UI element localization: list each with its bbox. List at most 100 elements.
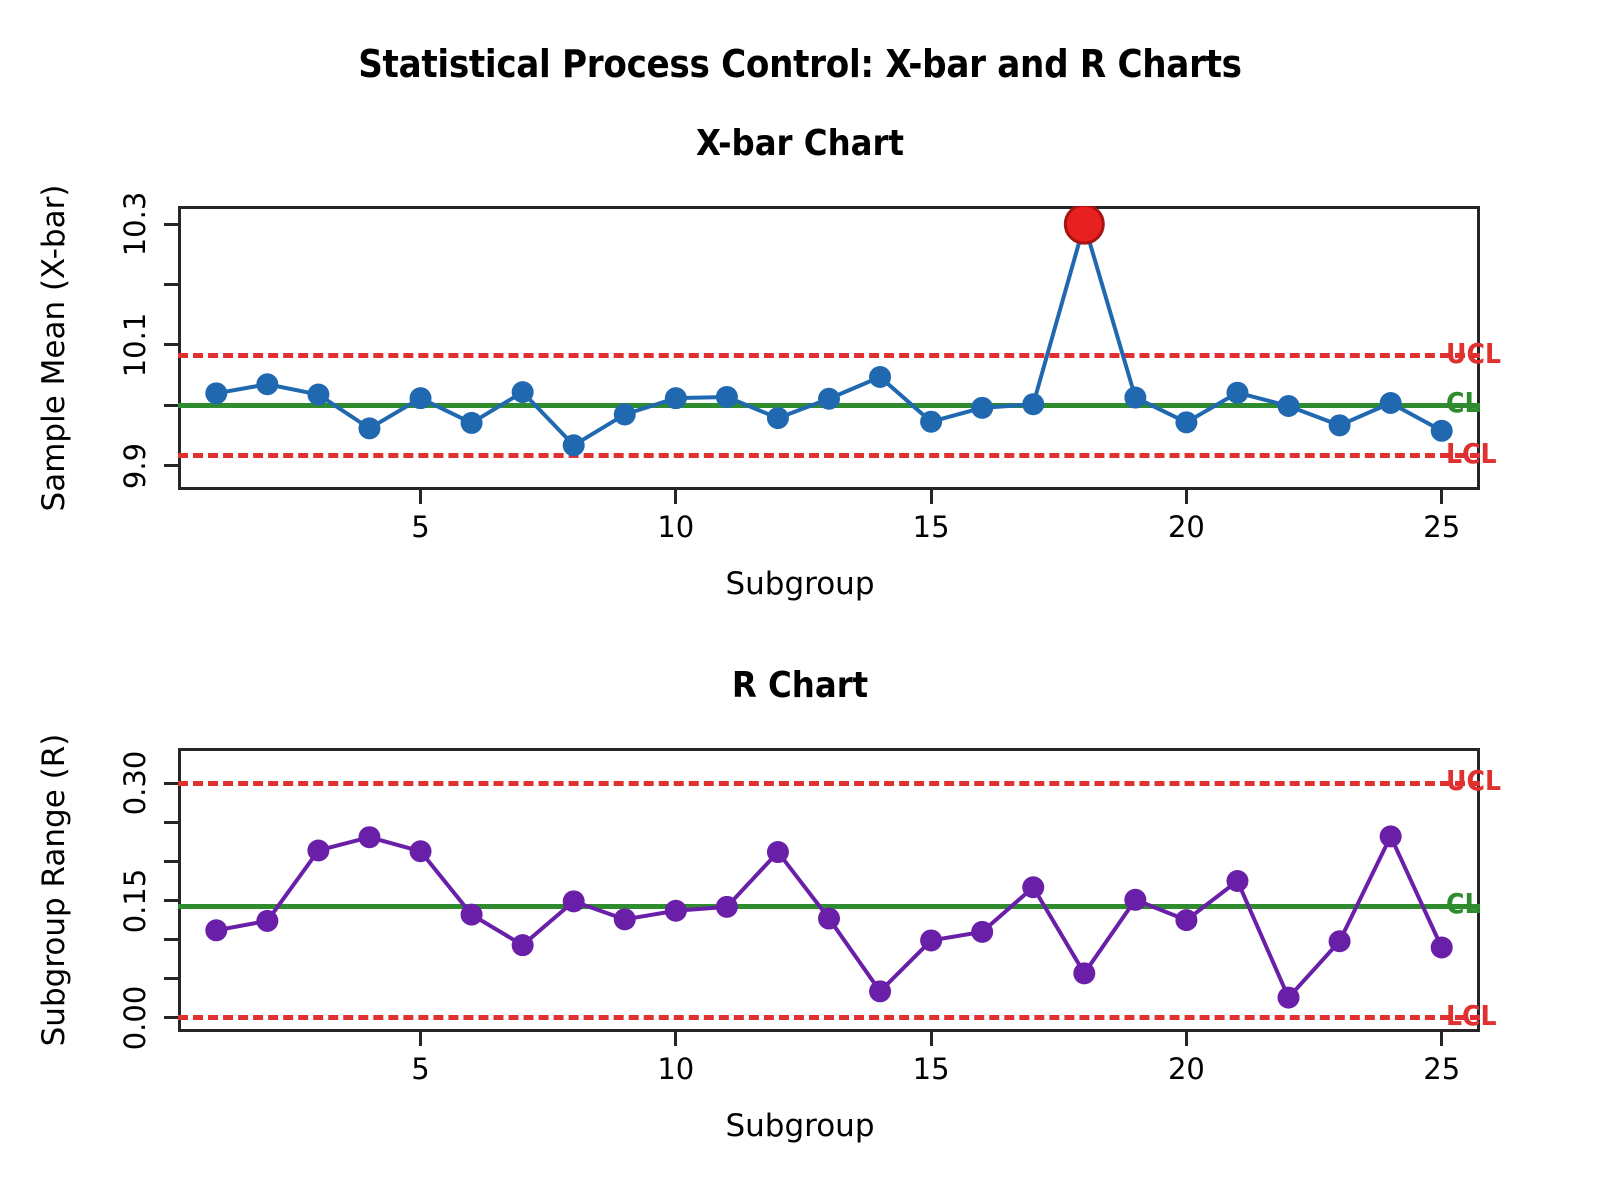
r-data-point[interactable]	[1277, 986, 1300, 1009]
r-data-point[interactable]	[562, 890, 585, 913]
xbar-y-axis-label: Sample Mean (X-bar)	[36, 184, 72, 512]
xbar-x-axis-label: Subgroup	[725, 566, 875, 602]
r-data-point[interactable]	[358, 826, 381, 849]
xbar-data-point[interactable]	[1328, 414, 1351, 437]
r-lcl-label: LCL	[1446, 998, 1497, 1032]
xbar-data-point[interactable]	[1124, 386, 1147, 409]
r-y-minor-tick	[164, 859, 178, 863]
xbar-data-point[interactable]	[1175, 411, 1198, 434]
xbar-data-point[interactable]	[664, 387, 687, 410]
r-x-tick-label: 10	[657, 1052, 695, 1086]
r-data-point[interactable]	[1073, 962, 1096, 985]
r-data-point[interactable]	[460, 903, 483, 926]
r-data-point[interactable]	[766, 841, 789, 864]
xbar-y-tick-label: 10.3	[118, 191, 152, 257]
r-y-tick	[164, 1016, 178, 1020]
xbar-plot-area: OOC	[178, 206, 1480, 490]
r-x-tick	[929, 1032, 933, 1046]
xbar-x-tick-label: 25	[1423, 510, 1461, 544]
r-y-axis-label: Subgroup Range (R)	[36, 733, 72, 1047]
xbar-data-point[interactable]	[511, 381, 534, 404]
r-plot-area	[178, 748, 1480, 1032]
xbar-cl-label: CL	[1446, 386, 1481, 420]
xbar-x-tick	[1184, 490, 1188, 504]
r-x-tick	[1440, 1032, 1444, 1046]
xbar-data-point[interactable]	[1379, 391, 1402, 414]
r-data-point[interactable]	[1175, 909, 1198, 932]
xbar-data-point[interactable]	[971, 396, 994, 419]
r-data-point[interactable]	[409, 840, 432, 863]
xbar-x-tick-label: 20	[1167, 510, 1205, 544]
r-y-tick-label: 0.00	[118, 985, 152, 1051]
r-data-point[interactable]	[1124, 888, 1147, 911]
xbar-x-tick	[674, 490, 678, 504]
r-data-point[interactable]	[613, 908, 636, 931]
xbar-ooc-point[interactable]	[1063, 206, 1105, 245]
r-y-minor-tick	[164, 977, 178, 981]
xbar-x-tick	[929, 490, 933, 504]
xbar-data-point[interactable]	[1022, 393, 1045, 416]
xbar-lcl-line	[178, 453, 1480, 459]
r-y-minor-tick	[164, 938, 178, 942]
xbar-data-point[interactable]	[307, 383, 330, 406]
r-data-point[interactable]	[205, 919, 228, 942]
xbar-data-point[interactable]	[1430, 419, 1453, 442]
r-data-point[interactable]	[256, 909, 279, 932]
r-data-point[interactable]	[869, 980, 892, 1003]
xbar-y-minor-tick	[164, 403, 178, 407]
xbar-data-point[interactable]	[562, 434, 585, 457]
xbar-y-tick	[164, 464, 178, 468]
xbar-data-point[interactable]	[358, 417, 381, 440]
xbar-data-point[interactable]	[409, 387, 432, 410]
xbar-x-tick	[1440, 490, 1444, 504]
r-data-point[interactable]	[715, 895, 738, 918]
r-lcl-line	[178, 1015, 1480, 1021]
xbar-ooc-annotation: OOC	[1048, 206, 1121, 211]
xbar-data-point[interactable]	[613, 403, 636, 426]
r-cl-line	[178, 903, 1480, 909]
r-data-point[interactable]	[1328, 930, 1351, 953]
figure-title: Statistical Process Control: X-bar and R…	[358, 42, 1242, 86]
xbar-y-tick-label: 10.1	[118, 312, 152, 378]
xbar-y-tick-label: 9.9	[118, 442, 152, 489]
r-plot-frame	[178, 748, 1480, 1032]
r-y-tick	[164, 899, 178, 903]
xbar-data-point[interactable]	[1277, 395, 1300, 418]
r-data-point[interactable]	[1226, 870, 1249, 892]
r-cl-label: CL	[1446, 887, 1481, 921]
r-ucl-line	[178, 780, 1480, 786]
r-data-point[interactable]	[1022, 876, 1045, 899]
xbar-series	[205, 206, 1453, 457]
r-data-point[interactable]	[818, 907, 840, 930]
xbar-y-tick	[164, 343, 178, 347]
r-data-point[interactable]	[307, 839, 330, 862]
xbar-data-point[interactable]	[766, 407, 789, 430]
r-x-tick-label: 20	[1167, 1052, 1205, 1086]
r-y-tick-label: 0.30	[118, 750, 152, 816]
r-data-point[interactable]	[1379, 825, 1402, 848]
xbar-data-point[interactable]	[256, 373, 279, 396]
xbar-x-tick-label: 5	[411, 510, 430, 544]
r-data-point[interactable]	[1430, 936, 1453, 959]
xbar-data-point[interactable]	[460, 411, 483, 434]
r-y-tick-label: 0.15	[118, 868, 152, 933]
r-x-axis-label: Subgroup	[725, 1108, 875, 1144]
xbar-data-point[interactable]	[920, 410, 943, 433]
xbar-data-point[interactable]	[1226, 381, 1249, 404]
xbar-chart-title: X-bar Chart	[696, 123, 904, 164]
r-y-minor-tick	[164, 820, 178, 824]
r-data-point[interactable]	[664, 899, 687, 922]
xbar-lcl-label: LCL	[1446, 436, 1497, 470]
r-y-tick	[164, 781, 178, 785]
r-data-point[interactable]	[920, 929, 943, 952]
xbar-y-tick	[164, 222, 178, 226]
r-data-point[interactable]	[971, 920, 994, 943]
xbar-y-minor-tick	[164, 283, 178, 287]
xbar-data-point[interactable]	[818, 387, 840, 410]
r-x-tick-label: 25	[1423, 1052, 1461, 1086]
r-data-point[interactable]	[511, 934, 534, 957]
xbar-data-point[interactable]	[869, 366, 892, 388]
xbar-data-point[interactable]	[205, 382, 228, 405]
xbar-data-point[interactable]	[715, 385, 738, 408]
r-x-tick-label: 5	[411, 1052, 430, 1086]
